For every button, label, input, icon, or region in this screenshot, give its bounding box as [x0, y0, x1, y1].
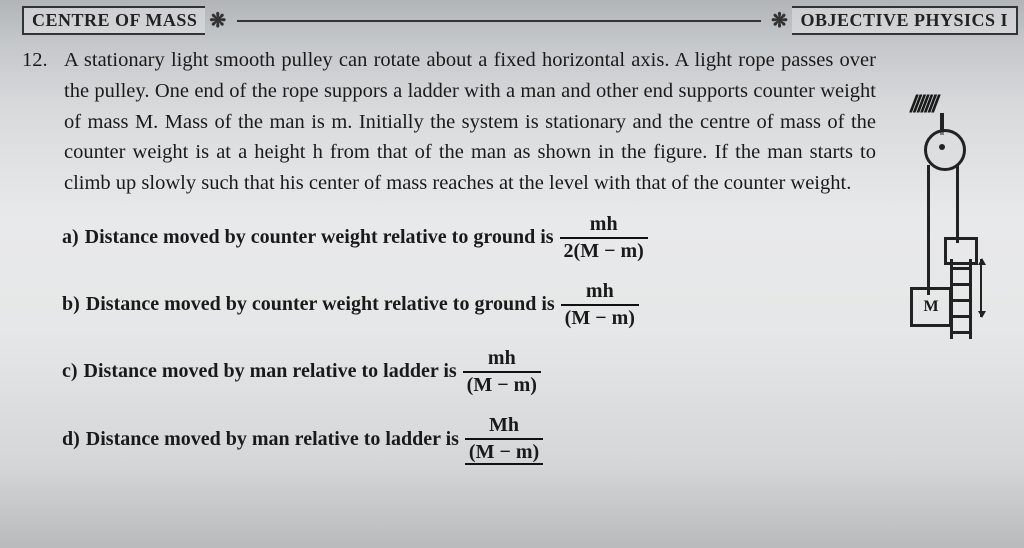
rope-left	[927, 165, 930, 295]
denominator: (M − m)	[465, 438, 543, 465]
numerator: mh	[582, 280, 618, 304]
left-badge: CENTRE OF MASS	[22, 6, 205, 35]
question-text: A stationary light smooth pulley can rot…	[64, 45, 876, 199]
left-badge-group: CENTRE OF MASS ❋	[22, 6, 231, 35]
numerator: mh	[586, 213, 622, 237]
right-badge-group: ❋ OBJECTIVE PHYSICS I	[767, 6, 1018, 35]
right-badge: OBJECTIVE PHYSICS I	[792, 6, 1018, 35]
option-letter: a)	[62, 227, 85, 247]
denominator: (M − m)	[561, 304, 639, 329]
fraction: mh (M − m)	[561, 280, 639, 329]
option-letter: d)	[62, 429, 86, 449]
denominator: 2(M − m)	[560, 237, 648, 262]
ladder-icon	[950, 259, 972, 339]
option-c: c) Distance moved by man relative to lad…	[62, 347, 1024, 396]
height-arrow-icon	[980, 259, 982, 317]
fraction: mh 2(M − m)	[560, 213, 648, 262]
question-block: 12. A stationary light smooth pulley can…	[0, 35, 1024, 199]
numerator: Mh	[485, 414, 523, 438]
pulley-figure: /////// M	[910, 87, 1018, 347]
option-d: d) Distance moved by man relative to lad…	[62, 414, 1024, 465]
ornament-icon: ❋	[205, 11, 230, 31]
rope-right	[956, 165, 959, 243]
option-b: b) Distance moved by counter weight rela…	[62, 280, 1024, 329]
denominator: (M − m)	[463, 371, 541, 396]
option-text: Distance moved by counter weight relativ…	[85, 227, 554, 247]
header-rule	[237, 20, 762, 22]
option-letter: b)	[62, 294, 86, 314]
numerator: mh	[484, 347, 520, 371]
option-letter: c)	[62, 361, 84, 381]
ceiling-hatch: ///////	[910, 87, 936, 123]
option-text: Distance moved by counter weight relativ…	[86, 294, 555, 314]
fraction: Mh (M − m)	[465, 414, 543, 465]
option-text: Distance moved by man relative to ladder…	[86, 429, 459, 449]
chapter-header: CENTRE OF MASS ❋ ❋ OBJECTIVE PHYSICS I	[0, 0, 1024, 35]
mass-box: M	[910, 287, 952, 327]
ornament-icon: ❋	[767, 11, 792, 31]
question-number: 12.	[22, 45, 48, 76]
option-a: a) Distance moved by counter weight rela…	[62, 213, 1024, 262]
pulley-icon	[924, 129, 966, 171]
option-text: Distance moved by man relative to ladder…	[84, 361, 457, 381]
options-list: a) Distance moved by counter weight rela…	[62, 213, 1024, 465]
fraction: mh (M − m)	[463, 347, 541, 396]
